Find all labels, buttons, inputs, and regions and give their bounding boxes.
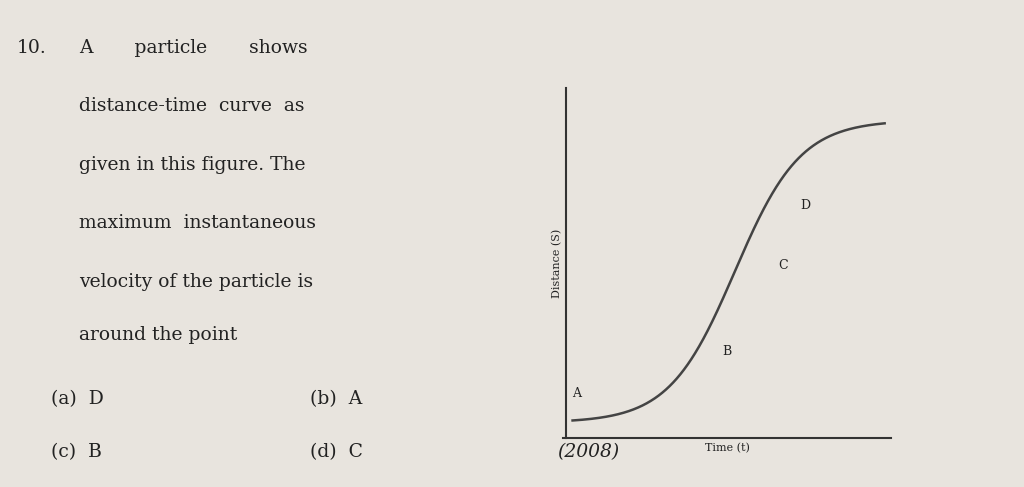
Text: A: A	[572, 387, 582, 400]
Text: (b)  A: (b) A	[310, 390, 362, 408]
Text: distance-time  curve  as: distance-time curve as	[79, 97, 304, 115]
Text: around the point: around the point	[79, 326, 238, 344]
Text: D: D	[801, 200, 811, 212]
Text: velocity of the particle is: velocity of the particle is	[79, 273, 313, 291]
Text: given in this figure. The: given in this figure. The	[79, 156, 305, 174]
Text: (2008): (2008)	[557, 443, 620, 461]
X-axis label: Time (t): Time (t)	[705, 443, 750, 453]
Y-axis label: Distance (S): Distance (S)	[552, 228, 562, 298]
Text: (d)  C: (d) C	[310, 443, 362, 461]
Text: A       particle       shows: A particle shows	[79, 39, 307, 57]
Text: C: C	[778, 259, 788, 272]
Text: B: B	[722, 345, 731, 358]
Text: (a)  D: (a) D	[51, 390, 103, 408]
Text: (c)  B: (c) B	[51, 443, 101, 461]
Text: 10.: 10.	[16, 39, 47, 57]
Text: maximum  instantaneous: maximum instantaneous	[79, 214, 315, 232]
